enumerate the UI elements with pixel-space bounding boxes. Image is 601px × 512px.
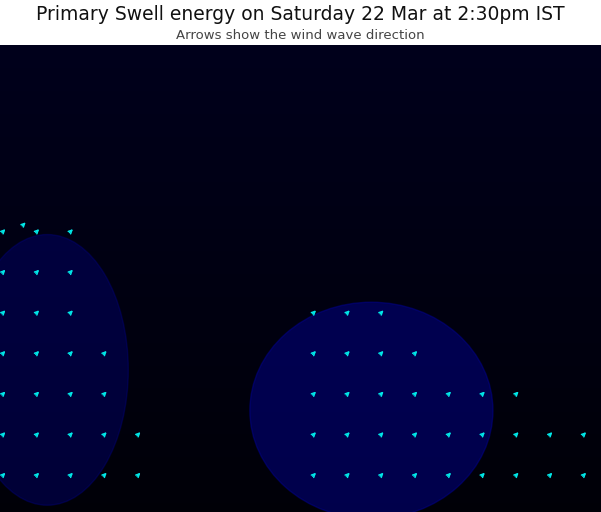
- Ellipse shape: [0, 234, 128, 505]
- Ellipse shape: [250, 302, 493, 512]
- Text: Primary Swell energy on Saturday 22 Mar at 2:30pm IST: Primary Swell energy on Saturday 22 Mar …: [36, 5, 565, 25]
- Text: Arrows show the wind wave direction: Arrows show the wind wave direction: [176, 29, 425, 41]
